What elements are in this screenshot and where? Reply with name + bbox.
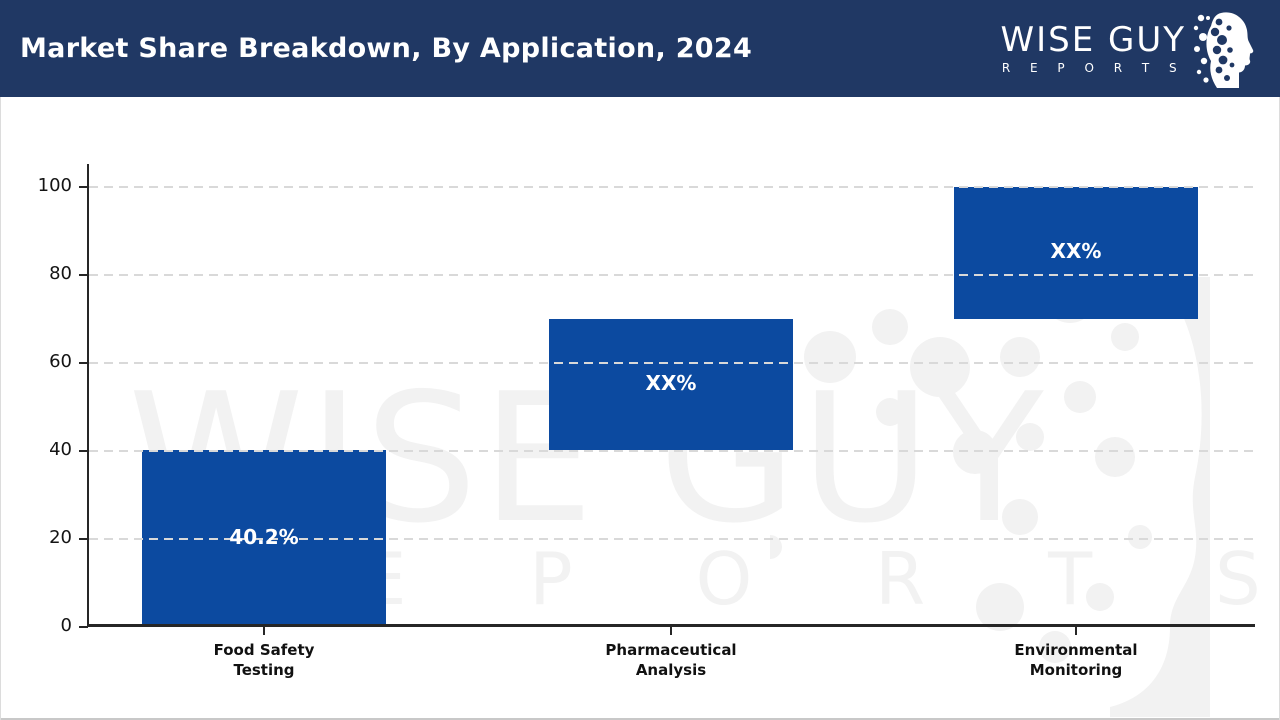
gridline-100 <box>89 186 1253 188</box>
category-label: Environmental Monitoring <box>926 640 1226 681</box>
bottom-edge-line <box>0 718 1280 720</box>
gridline-60 <box>89 362 1253 364</box>
y-tick-100 <box>79 186 88 188</box>
bar-value-label: XX% <box>1050 239 1102 263</box>
header-bar: Market Share Breakdown, By Application, … <box>0 0 1280 97</box>
brand-logo-text: WISE GUY R E P O R T S <box>1000 23 1186 74</box>
x-tick-2 <box>670 627 672 635</box>
gridline-80 <box>89 274 1253 276</box>
category-label-line: Environmental <box>1014 641 1138 659</box>
bar-2 <box>549 319 793 451</box>
gridline-40 <box>89 450 1253 452</box>
page-title: Market Share Breakdown, By Application, … <box>20 33 753 64</box>
category-label: Pharmaceutical Analysis <box>521 640 821 681</box>
y-tick-label: 100 <box>37 175 72 196</box>
category-label-line: Monitoring <box>1029 661 1123 680</box>
x-tick-3 <box>1075 627 1077 635</box>
x-tick-1 <box>263 627 265 635</box>
y-axis <box>87 164 89 624</box>
y-tick-label: 60 <box>49 351 72 372</box>
category-label: Food Safety Testing <box>114 640 414 681</box>
category-label-line: Pharmaceutical <box>605 641 737 659</box>
category-label-line: Analysis <box>635 661 707 680</box>
gridline-20 <box>89 538 1253 540</box>
category-label-line: Food Safety <box>213 641 315 659</box>
face-profile-icon <box>1193 11 1254 88</box>
brand-name: WISE GUY <box>1000 20 1186 60</box>
y-tick-40 <box>79 450 88 452</box>
left-edge-line <box>0 97 1 720</box>
bar-value-label: 40.2% <box>229 524 299 549</box>
y-tick-0 <box>79 626 88 628</box>
bar-value-label: XX% <box>645 370 697 395</box>
y-tick-label: 20 <box>49 527 72 548</box>
y-tick-80 <box>79 274 88 276</box>
brand-logo: WISE GUY R E P O R T S <box>1000 10 1254 88</box>
y-tick-20 <box>79 538 88 540</box>
y-tick-label: 80 <box>49 263 72 284</box>
y-tick-60 <box>79 362 88 364</box>
y-tick-label: 0 <box>60 615 72 636</box>
category-label-line: Testing <box>233 661 295 680</box>
y-tick-label: 40 <box>49 439 72 460</box>
brand-subname: R E P O R T S <box>1001 61 1185 75</box>
x-axis <box>87 624 1255 627</box>
chart-area: WISE GUY R E P O R T S 0 20 40 60 80 100 40.2%… <box>0 97 1280 720</box>
bar-3 <box>954 187 1198 319</box>
